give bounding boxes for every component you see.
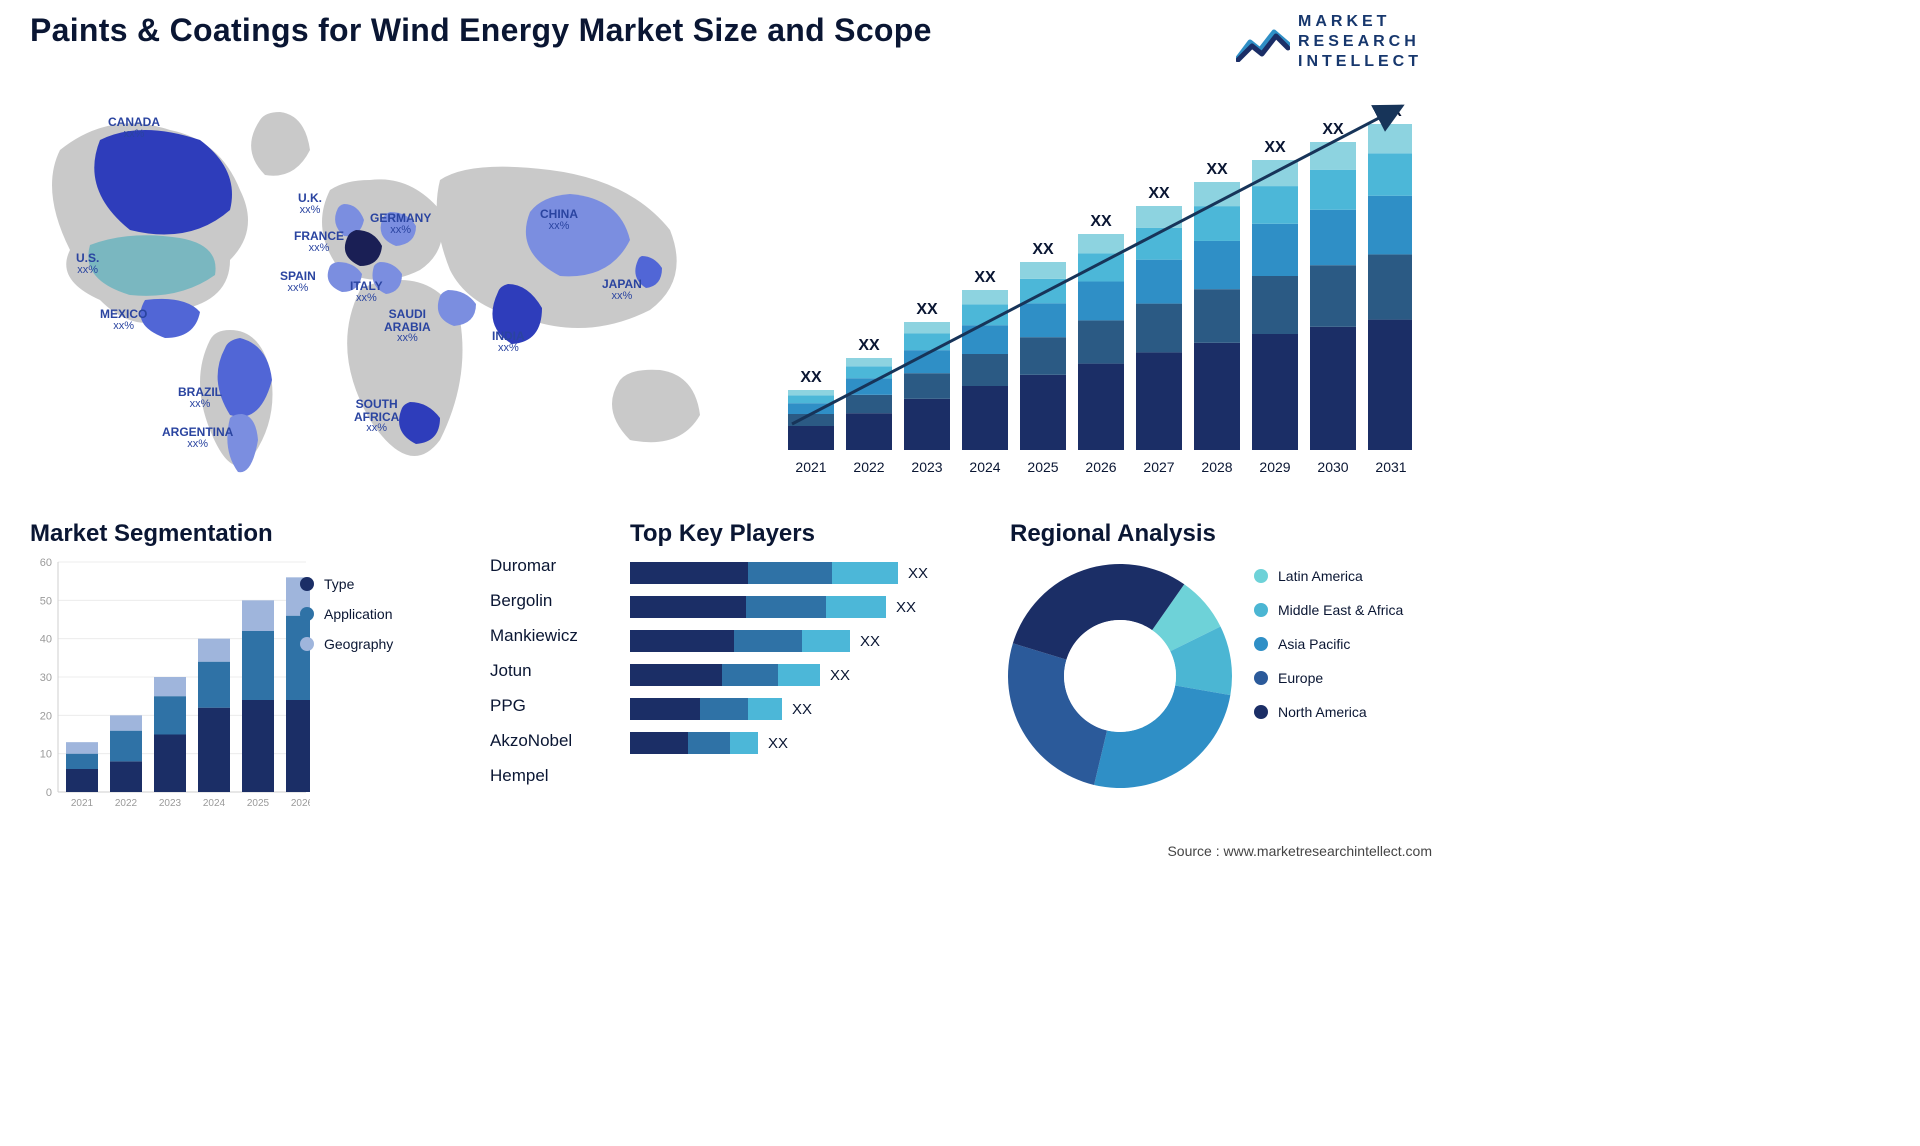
hbar-row: XX	[630, 664, 970, 686]
svg-text:2024: 2024	[203, 798, 226, 809]
segmentation-legend: Type Application Geography	[300, 576, 393, 666]
segmentation-title: Market Segmentation	[30, 520, 470, 548]
logo-line1: MARKET	[1298, 12, 1422, 32]
map-label: ITALYxx%	[350, 280, 383, 304]
hbar-row: XX	[630, 732, 970, 754]
logo-line3: INTELLECT	[1298, 52, 1422, 72]
regional-legend: Latin America Middle East & Africa Asia Pa…	[1254, 568, 1403, 738]
svg-text:40: 40	[40, 634, 52, 646]
hbar-row: XX	[630, 596, 970, 618]
source-attribution: Source : www.marketresearchintellect.com	[1167, 843, 1432, 859]
top-players-chart: XX XX XX XX XX XX	[630, 562, 970, 766]
brand-logo: MARKET RESEARCH INTELLECT	[1236, 12, 1422, 72]
map-label: JAPANxx%	[602, 278, 642, 302]
svg-text:2022: 2022	[853, 459, 884, 475]
world-map: CANADAxx% U.S.xx% MEXICOxx% BRAZILxx% ARGENT…	[30, 80, 730, 480]
svg-text:2021: 2021	[71, 798, 94, 809]
svg-text:2026: 2026	[1085, 459, 1116, 475]
svg-text:XX: XX	[858, 337, 880, 354]
page-title: Paints & Coatings for Wind Energy Market…	[30, 12, 932, 49]
hbar-row: XX	[630, 562, 970, 584]
svg-text:2023: 2023	[911, 459, 942, 475]
hbar-row: XX	[630, 698, 970, 720]
list-item: PPG	[490, 696, 578, 716]
list-item: Mankiewicz	[490, 626, 578, 646]
map-label: U.S.xx%	[76, 252, 99, 276]
svg-text:30: 30	[40, 672, 52, 684]
svg-text:2027: 2027	[1143, 459, 1174, 475]
list-item: Bergolin	[490, 591, 578, 611]
legend-item: Europe	[1254, 670, 1403, 686]
logo-line2: RESEARCH	[1298, 32, 1422, 52]
svg-text:XX: XX	[800, 369, 822, 386]
svg-text:10: 10	[40, 749, 52, 761]
key-players-list: Duromar Bergolin Mankiewicz Jotun PPG AkzoNob…	[490, 556, 578, 801]
map-label: U.K.xx%	[298, 192, 322, 216]
svg-text:2026: 2026	[291, 798, 310, 809]
svg-text:50: 50	[40, 595, 52, 607]
svg-text:60: 60	[40, 557, 52, 569]
svg-text:2022: 2022	[115, 798, 138, 809]
map-label: ARGENTINAxx%	[162, 426, 233, 450]
map-label: SPAINxx%	[280, 270, 316, 294]
segmentation-chart: 0 10 20 30 40 50 60 2021 2022 2023 2024 2025 2026	[30, 554, 310, 814]
map-label: SOUTHAFRICAxx%	[354, 398, 399, 435]
legend-item: Middle East & Africa	[1254, 602, 1403, 618]
legend-item: Latin America	[1254, 568, 1403, 584]
list-item: Duromar	[490, 556, 578, 576]
svg-text:2030: 2030	[1317, 459, 1348, 475]
svg-text:2021: 2021	[795, 459, 826, 475]
logo-mark-icon	[1236, 22, 1290, 62]
svg-text:2023: 2023	[159, 798, 182, 809]
legend-item: Application	[300, 606, 393, 622]
svg-text:2028: 2028	[1201, 459, 1232, 475]
svg-text:XX: XX	[1032, 241, 1054, 258]
map-label: CANADAxx%	[108, 116, 160, 140]
legend-item: Geography	[300, 636, 393, 652]
legend-item: North America	[1254, 704, 1403, 720]
svg-text:XX: XX	[916, 301, 938, 318]
map-label: SAUDIARABIAxx%	[384, 308, 431, 345]
list-item: Hempel	[490, 766, 578, 786]
growth-chart: XX 2021 XX 2022 XX 2023 XX 2024 XX 2025 XX 2026 XX 20…	[782, 90, 1412, 480]
regional-title: Regional Analysis	[1010, 520, 1216, 548]
top-players-title: Top Key Players	[630, 520, 1030, 548]
svg-text:XX: XX	[974, 269, 996, 286]
svg-text:2029: 2029	[1259, 459, 1290, 475]
svg-text:20: 20	[40, 710, 52, 722]
map-label: FRANCExx%	[294, 230, 344, 254]
svg-text:2025: 2025	[247, 798, 270, 809]
list-item: Jotun	[490, 661, 578, 681]
legend-item: Asia Pacific	[1254, 636, 1403, 652]
legend-item: Type	[300, 576, 393, 592]
svg-text:XX: XX	[1148, 185, 1170, 202]
map-label: GERMANYxx%	[370, 212, 431, 236]
svg-text:XX: XX	[1090, 213, 1112, 230]
map-label: BRAZILxx%	[178, 386, 222, 410]
svg-text:2031: 2031	[1375, 459, 1406, 475]
map-label: MEXICOxx%	[100, 308, 147, 332]
map-label: INDIAxx%	[492, 330, 525, 354]
svg-text:XX: XX	[1206, 161, 1228, 178]
svg-text:XX: XX	[1322, 121, 1344, 138]
list-item: AkzoNobel	[490, 731, 578, 751]
svg-text:2024: 2024	[969, 459, 1000, 475]
svg-text:XX: XX	[1264, 139, 1286, 156]
svg-text:2025: 2025	[1027, 459, 1058, 475]
map-label: CHINAxx%	[540, 208, 578, 232]
hbar-row: XX	[630, 630, 970, 652]
regional-donut	[1000, 556, 1240, 801]
svg-text:0: 0	[46, 787, 52, 799]
